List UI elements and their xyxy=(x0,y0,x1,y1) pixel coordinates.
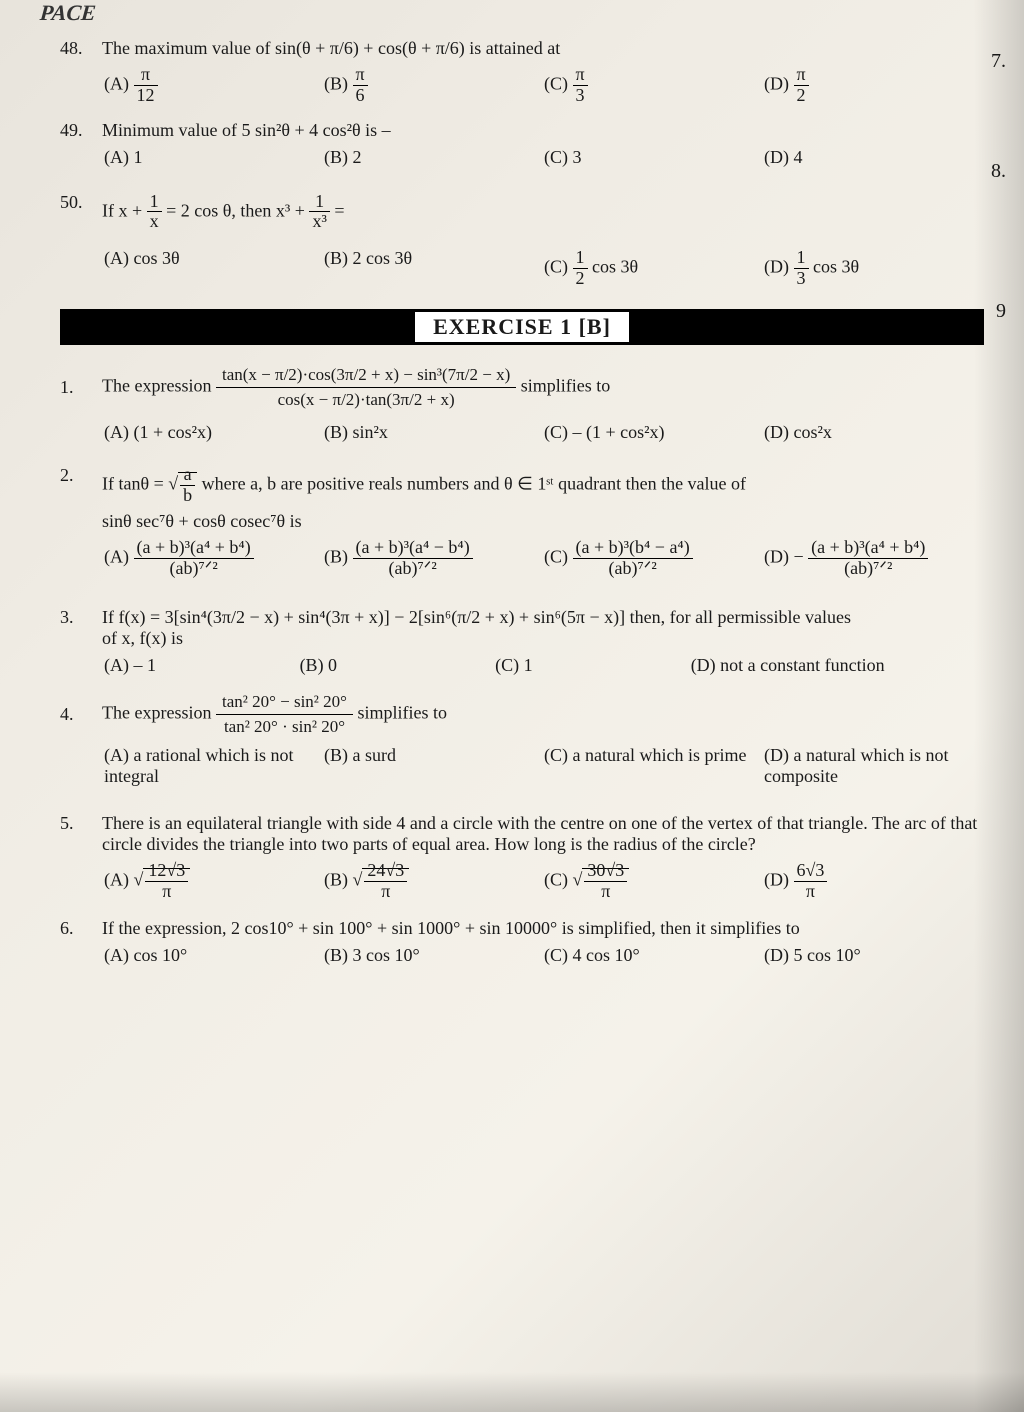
ex5-opt-c: (C) √30√3π xyxy=(544,861,764,902)
ex3-opt-c: (C) 1 xyxy=(495,655,691,676)
q48-opt-c: (C) π3 xyxy=(544,65,764,106)
ex5-num: 5. xyxy=(60,813,96,855)
ex5-opt-a: (A) √12√3π xyxy=(104,861,324,902)
ex6-text: If the expression, 2 cos10° + sin 100° +… xyxy=(102,918,800,939)
ex4-text: The expression tan² 20° − sin² 20° tan² … xyxy=(102,690,447,739)
q50-opt-b: (B) 2 cos 3θ xyxy=(324,248,544,289)
ex1-opt-b: (B) sin²x xyxy=(324,422,544,443)
q48-opt-d: (D) π2 xyxy=(764,65,984,106)
page-shadow-bottom xyxy=(0,1372,1024,1412)
banner-bar-left xyxy=(60,309,415,345)
ex-question-4: 4. The expression tan² 20° − sin² 20° ta… xyxy=(60,690,984,797)
ex-question-5: 5. There is an equilateral triangle with… xyxy=(60,813,984,902)
question-49: 49. Minimum value of 5 sin²θ + 4 cos²θ i… xyxy=(60,120,984,168)
ex3-opt-d: (D) not a constant function xyxy=(691,655,984,676)
q50-text: If x + 1x = 2 cos θ, then x³ + 1x³ = xyxy=(102,192,345,233)
ex6-opt-d: (D) 5 cos 10° xyxy=(764,945,984,966)
ex4-opt-c: (C) a natural which is prime xyxy=(544,745,764,787)
q48-opt-a: (A) π12 xyxy=(104,65,324,106)
q48-num: 48. xyxy=(60,38,96,59)
ex2-opt-d: (D) − (a + b)³(a⁴ + b⁴)(ab)⁷ᐟ² xyxy=(764,538,984,579)
ex1-opt-c: (C) – (1 + cos²x) xyxy=(544,422,764,443)
q50-opt-c: (C) 12 cos 3θ xyxy=(544,248,764,289)
ex1-opt-d: (D) cos²x xyxy=(764,422,984,443)
q50-opt-d: (D) 13 cos 3θ xyxy=(764,248,984,289)
ex2-text: If tanθ = √ab where a, b are positive re… xyxy=(102,465,746,533)
banner-bar-right xyxy=(629,309,984,345)
ex2-opt-b: (B) (a + b)³(a⁴ − b⁴)(ab)⁷ᐟ² xyxy=(324,538,544,579)
ex4-num: 4. xyxy=(60,704,96,725)
ex1-num: 1. xyxy=(60,377,96,398)
ex6-opt-a: (A) cos 10° xyxy=(104,945,324,966)
ex-question-6: 6. If the expression, 2 cos10° + sin 100… xyxy=(60,918,984,966)
page-shadow-right xyxy=(974,0,1024,1412)
ex6-opt-c: (C) 4 cos 10° xyxy=(544,945,764,966)
question-50: 50. If x + 1x = 2 cos θ, then x³ + 1x³ =… xyxy=(60,192,984,289)
q49-opt-d: (D) 4 xyxy=(764,147,984,168)
q49-opt-a: (A) 1 xyxy=(104,147,324,168)
ex3-text: If f(x) = 3[sin⁴(3π/2 − x) + sin⁴(3π + x… xyxy=(102,607,851,649)
ex2-num: 2. xyxy=(60,465,96,533)
ex3-opt-a: (A) – 1 xyxy=(104,655,300,676)
ex1-opt-a: (A) (1 + cos²x) xyxy=(104,422,324,443)
ex3-num: 3. xyxy=(60,607,96,649)
q48-text: The maximum value of sin(θ + π/6) + cos(… xyxy=(102,38,560,59)
q49-text: Minimum value of 5 sin²θ + 4 cos²θ is – xyxy=(102,120,391,141)
ex5-text: There is an equilateral triangle with si… xyxy=(102,813,984,855)
ex-question-2: 2. If tanθ = √ab where a, b are positive… xyxy=(60,465,984,589)
ex6-opt-b: (B) 3 cos 10° xyxy=(324,945,544,966)
ex4-opt-a: (A) a rational which is not integral xyxy=(104,745,324,787)
ex3-opt-b: (B) 0 xyxy=(300,655,496,676)
q50-num: 50. xyxy=(60,192,96,233)
q49-opt-c: (C) 3 xyxy=(544,147,764,168)
ex2-opt-c: (C) (a + b)³(b⁴ − a⁴)(ab)⁷ᐟ² xyxy=(544,538,764,579)
ex5-opt-b: (B) √24√3π xyxy=(324,861,544,902)
exercise-banner: EXERCISE 1 [B] xyxy=(60,309,984,345)
q50-opt-a: (A) cos 3θ xyxy=(104,248,324,289)
question-48: 48. The maximum value of sin(θ + π/6) + … xyxy=(60,38,984,106)
ex4-opt-d: (D) a natural which is not composite xyxy=(764,745,984,787)
ex2-opt-a: (A) (a + b)³(a⁴ + b⁴)(ab)⁷ᐟ² xyxy=(104,538,324,579)
logo: PACE xyxy=(39,0,97,26)
ex-question-1: 1. The expression tan(x − π/2)·cos(3π/2 … xyxy=(60,363,984,443)
ex1-text: The expression tan(x − π/2)·cos(3π/2 + x… xyxy=(102,363,610,412)
ex4-opt-b: (B) a surd xyxy=(324,745,544,787)
q49-num: 49. xyxy=(60,120,96,141)
ex5-opt-d: (D) 6√3π xyxy=(764,861,984,902)
q48-opt-b: (B) π6 xyxy=(324,65,544,106)
exercise-title: EXERCISE 1 [B] xyxy=(415,309,629,345)
ex-question-3: 3. If f(x) = 3[sin⁴(3π/2 − x) + sin⁴(3π … xyxy=(60,607,984,676)
ex6-num: 6. xyxy=(60,918,96,939)
q49-opt-b: (B) 2 xyxy=(324,147,544,168)
